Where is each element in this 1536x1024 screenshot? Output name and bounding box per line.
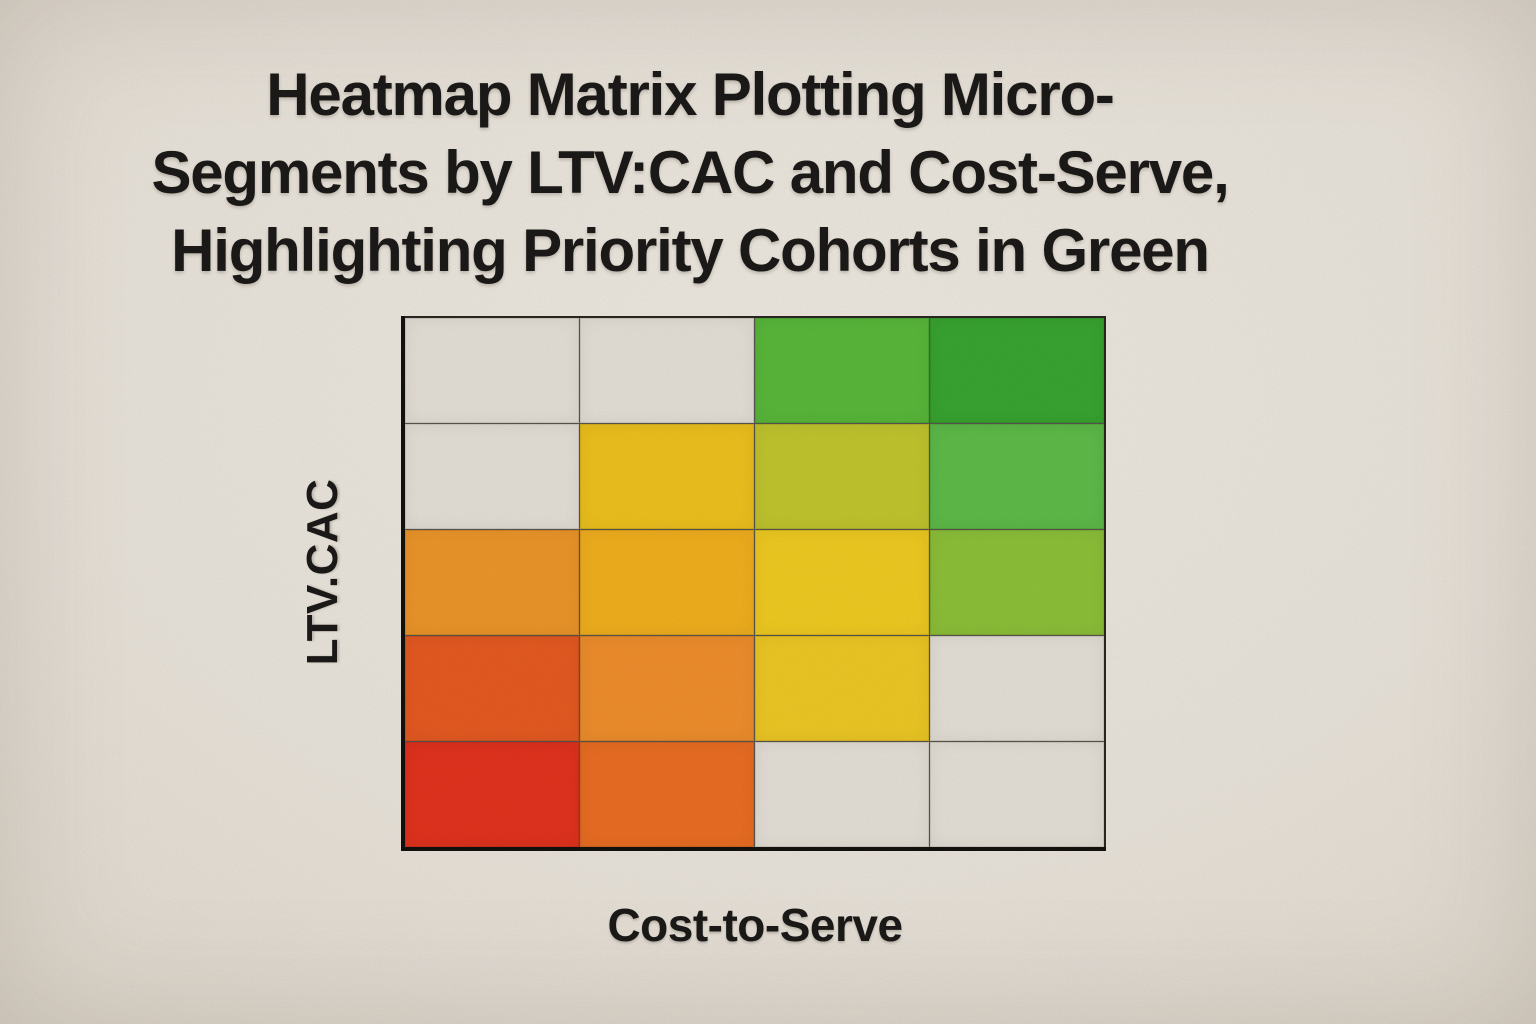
heatmap-plot — [401, 316, 1106, 851]
chart-title-line-1: Heatmap Matrix Plotting Micro- — [266, 61, 1115, 128]
heatmap-cell-r2-c1 — [405, 424, 579, 529]
heatmap-cell-r2-c4 — [930, 424, 1104, 529]
heatmap-cell-r4-c2 — [580, 636, 754, 741]
heatmap-cell-r1-c2 — [580, 318, 754, 423]
heatmap-cell-r3-c1 — [405, 530, 579, 635]
chart-title-line-3: Highlighting Priority Cohorts in Green — [171, 217, 1210, 284]
heatmap-cell-r3-c3 — [755, 530, 929, 635]
heatmap-cell-r4-c3 — [755, 636, 929, 741]
heatmap-cell-r4-c1 — [405, 636, 579, 741]
heatmap-cell-r1-c3 — [755, 318, 929, 423]
heatmap-cell-r3-c4 — [930, 530, 1104, 635]
heatmap-cell-r5-c4 — [930, 742, 1104, 847]
heatmap-cell-r4-c4 — [930, 636, 1104, 741]
heatmap-cell-r2-c2 — [580, 424, 754, 529]
chart-title-line-2: Segments by LTV:CAC and Cost-Serve, — [151, 139, 1229, 206]
y-axis-label: LTV.CAC — [298, 478, 347, 666]
heatmap-cell-r5-c1 — [405, 742, 579, 847]
heatmap-cell-r3-c2 — [580, 530, 754, 635]
heatmap-cell-r5-c2 — [580, 742, 754, 847]
heatmap-cell-r2-c3 — [755, 424, 929, 529]
heatmap-cell-r1-c1 — [405, 318, 579, 423]
x-axis-label: Cost-to-Serve — [607, 899, 903, 951]
heatmap-cell-r1-c4 — [930, 318, 1104, 423]
chart-title: Heatmap Matrix Plotting Micro- Segments … — [105, 56, 1275, 290]
heatmap-cell-r5-c3 — [755, 742, 929, 847]
heatmap-grid — [405, 316, 1106, 847]
